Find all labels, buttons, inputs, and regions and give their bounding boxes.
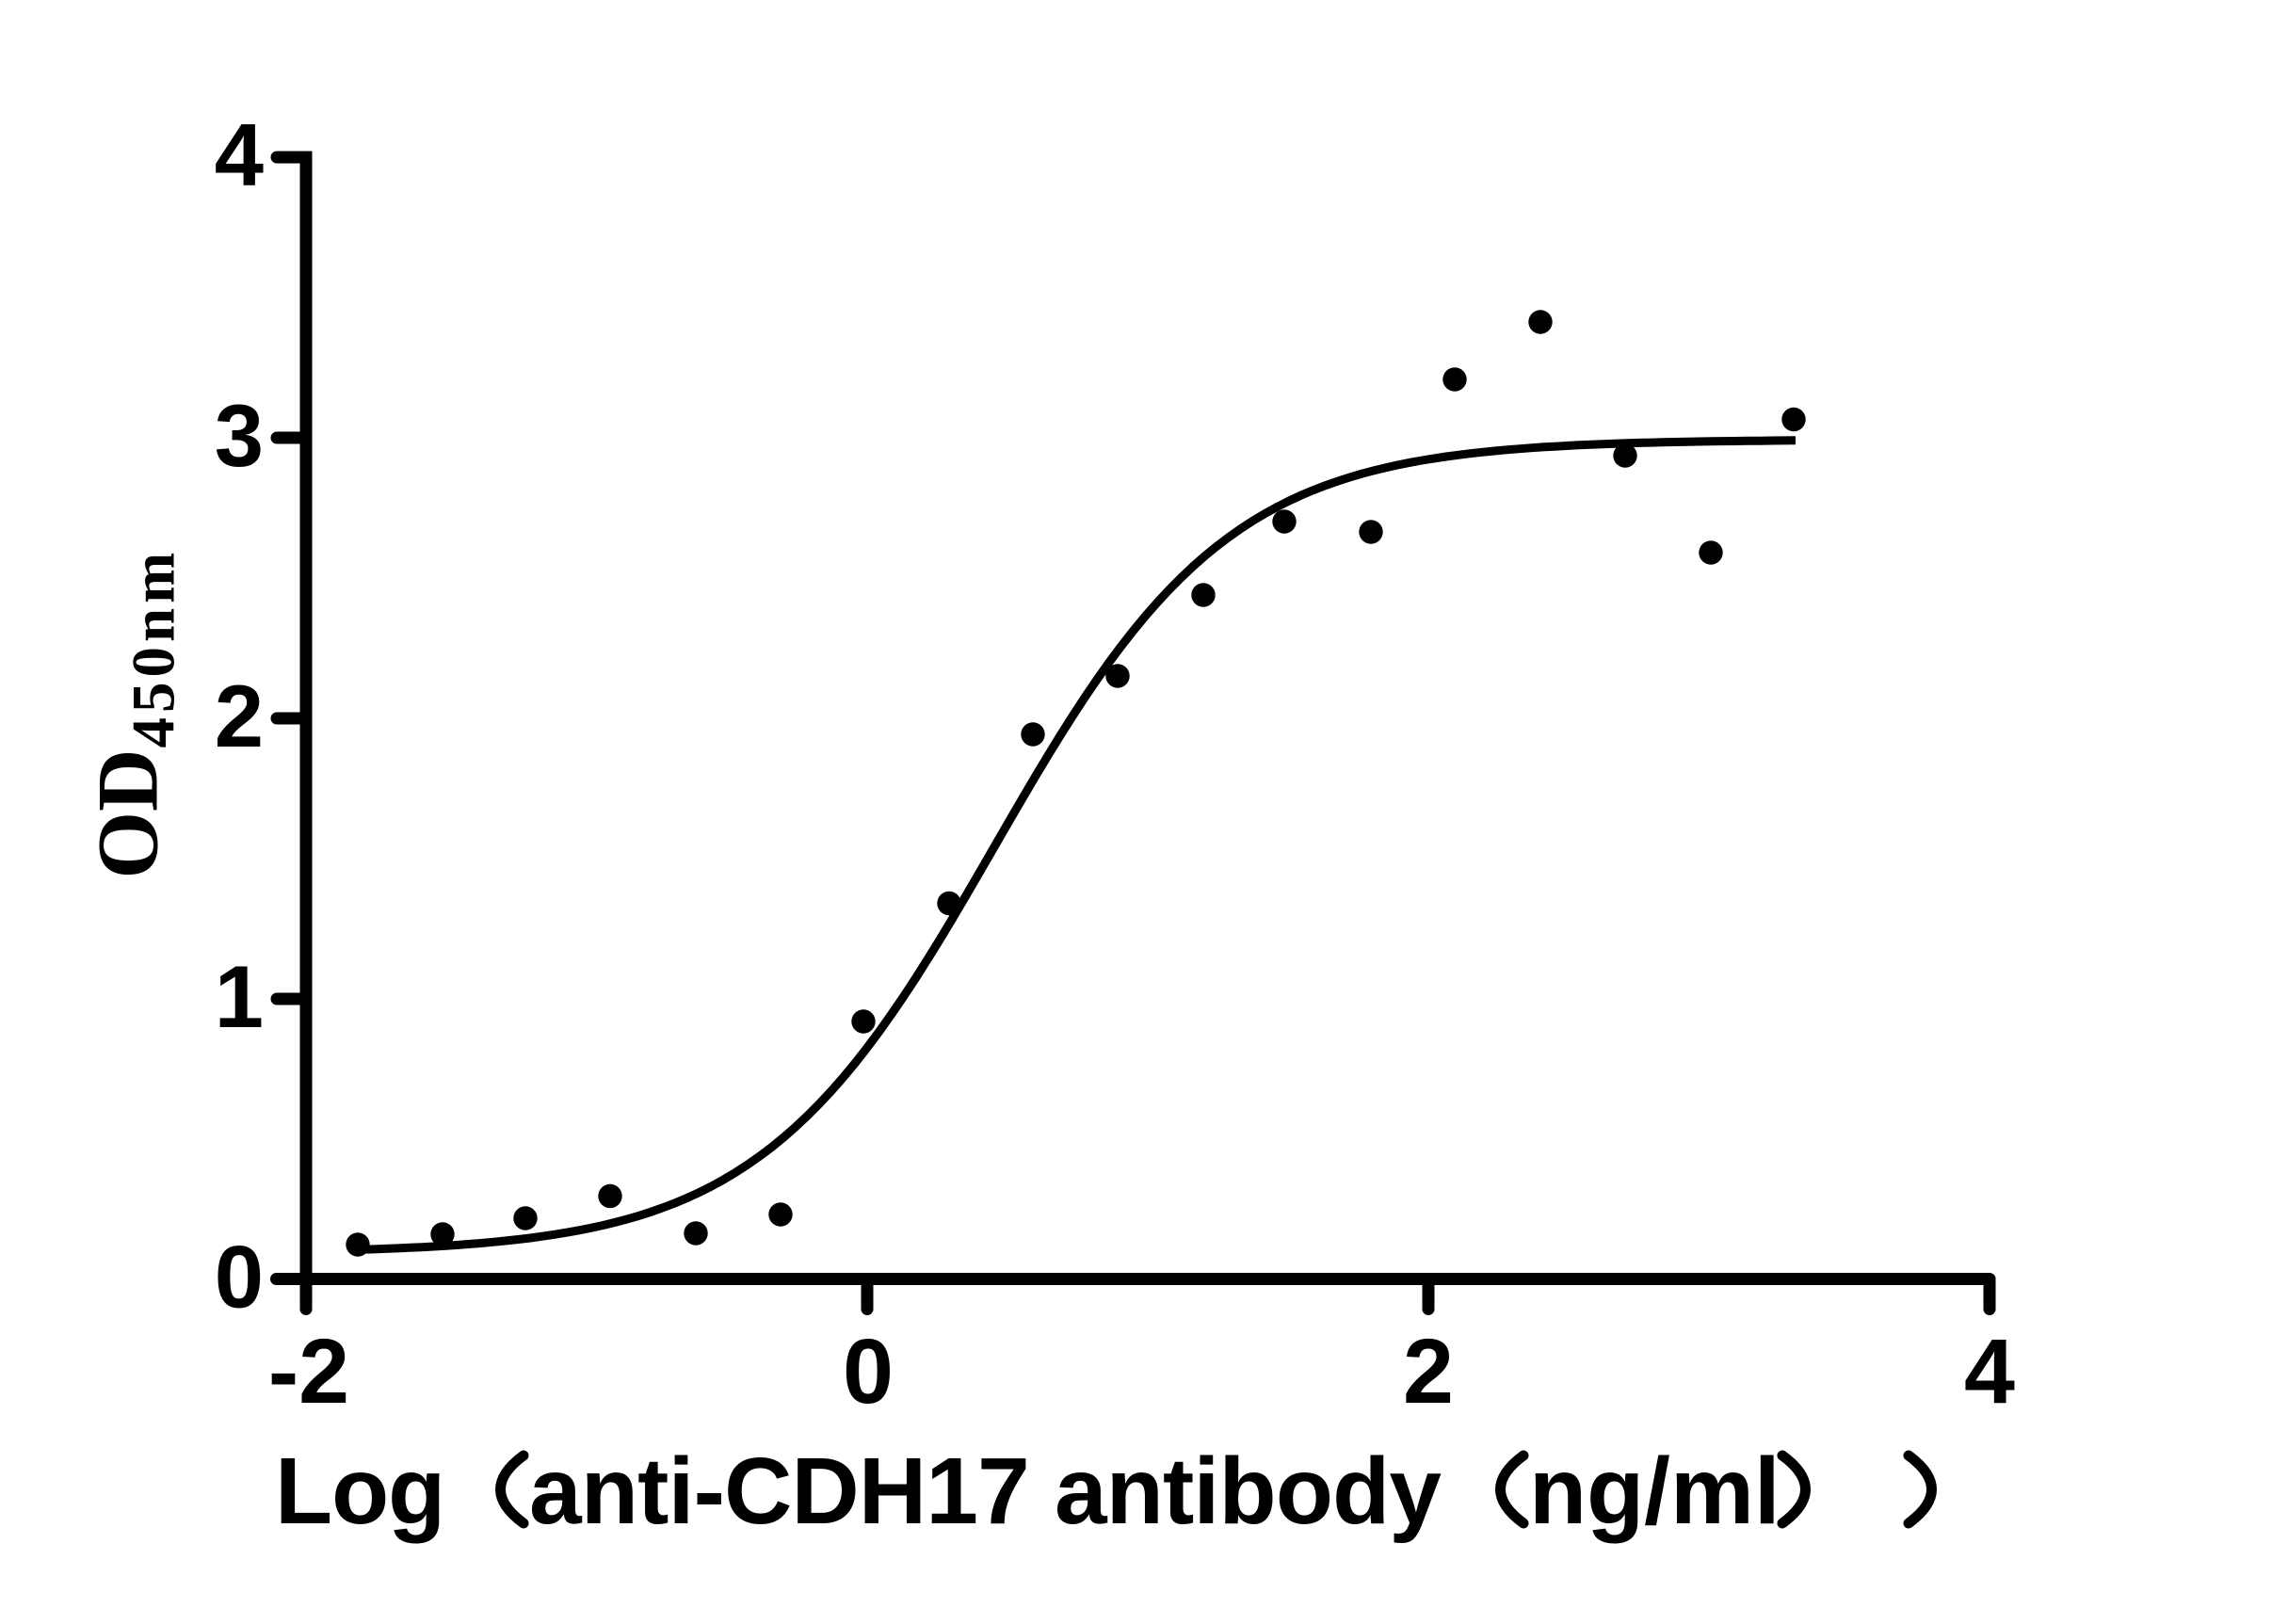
svg-text:3: 3 [215,386,264,485]
svg-text:Log: Log [275,1439,444,1544]
svg-text:4: 4 [215,105,264,204]
svg-text:1: 1 [215,947,264,1046]
svg-text:anti-CDH17 antibody: anti-CDH17 antibody [529,1439,1442,1544]
svg-text:0: 0 [843,1320,894,1423]
svg-text:4: 4 [1964,1320,2015,1423]
svg-text:2: 2 [215,667,264,765]
svg-text:ng/ml: ng/ml [1529,1439,1781,1544]
svg-text:2: 2 [1403,1320,1454,1423]
svg-text:-2: -2 [268,1320,349,1423]
svg-text:0: 0 [215,1228,264,1327]
